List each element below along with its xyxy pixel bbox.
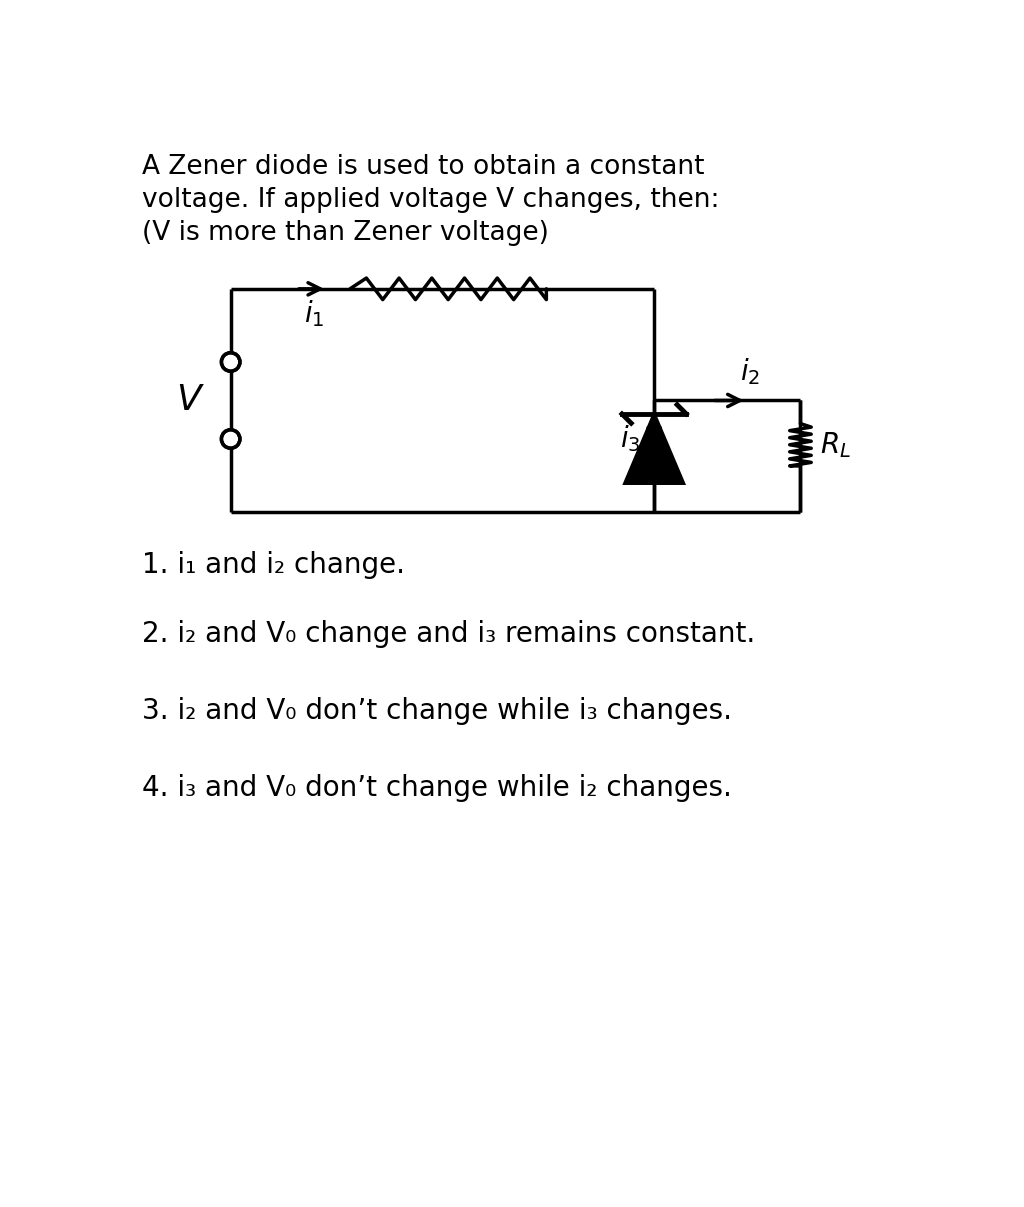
Text: voltage. If applied voltage V changes, then:: voltage. If applied voltage V changes, t… — [142, 187, 720, 214]
Text: 3. i₂ and V₀ don’t change while i₃ changes.: 3. i₂ and V₀ don’t change while i₃ chang… — [142, 696, 732, 725]
Text: $i_2$: $i_2$ — [740, 356, 761, 386]
Polygon shape — [625, 414, 683, 483]
Circle shape — [221, 430, 240, 448]
Text: $i_1$: $i_1$ — [304, 298, 325, 328]
Circle shape — [221, 352, 240, 372]
Text: $i_3$: $i_3$ — [620, 424, 640, 454]
Text: 4. i₃ and V₀ don’t change while i₂ changes.: 4. i₃ and V₀ don’t change while i₂ chang… — [142, 774, 732, 801]
Text: 2. i₂ and V₀ change and i₃ remains constant.: 2. i₂ and V₀ change and i₃ remains const… — [142, 620, 756, 648]
Text: (V is more than Zener voltage): (V is more than Zener voltage) — [142, 221, 549, 246]
Text: $R_L$: $R_L$ — [819, 430, 851, 460]
Text: V: V — [176, 384, 201, 418]
Text: 1. i₁ and i₂ change.: 1. i₁ and i₂ change. — [142, 550, 406, 578]
Text: A Zener diode is used to obtain a constant: A Zener diode is used to obtain a consta… — [142, 154, 705, 180]
